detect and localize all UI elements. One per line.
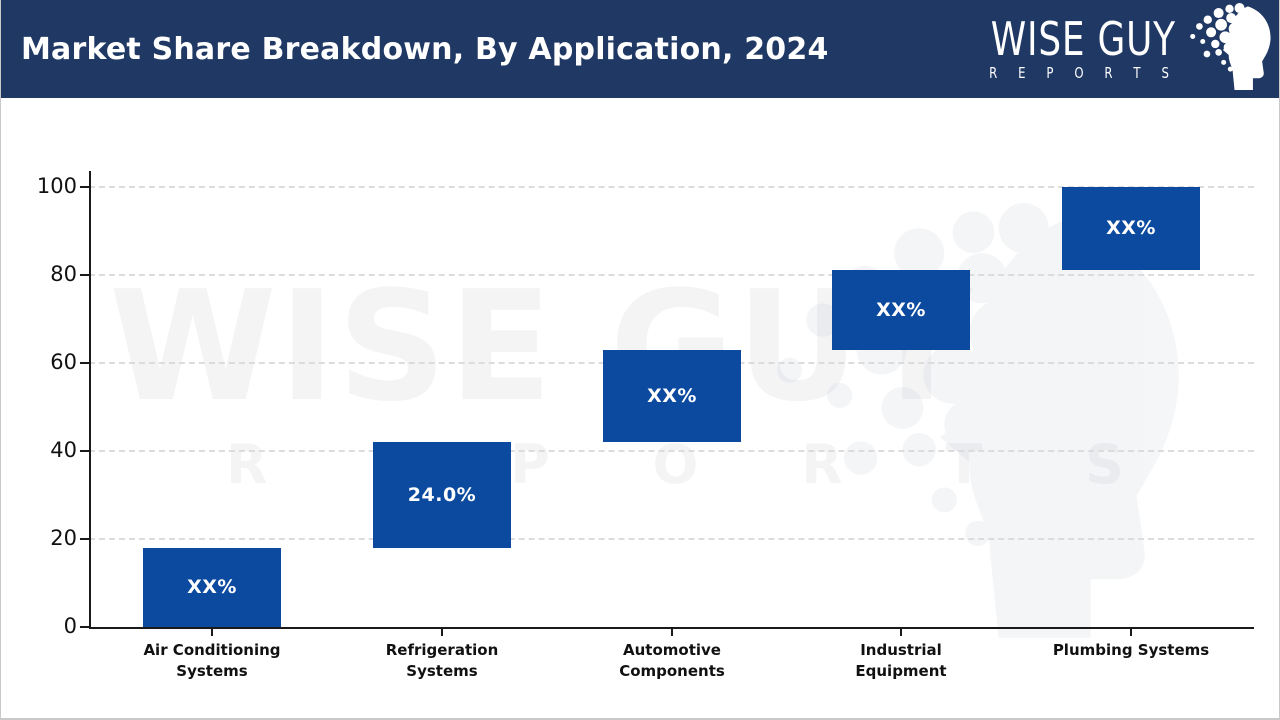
bar-value-label: XX%: [876, 298, 926, 321]
bar-segment: XX%: [143, 547, 281, 627]
x-axis-line: [89, 627, 1254, 629]
category-label-line: Industrial: [860, 641, 942, 659]
y-axis-tick-label: 80: [50, 261, 77, 286]
y-axis-tick-label: 60: [50, 349, 77, 374]
category-label: Industrial Equipment: [776, 640, 1026, 682]
y-axis-line: [89, 170, 91, 629]
category-label: Plumbing Systems: [1006, 640, 1256, 661]
header-bar: Market Share Breakdown, By Application, …: [1, 0, 1279, 98]
x-axis-tick-mark: [211, 629, 213, 636]
y-axis-tick-label: 20: [50, 525, 77, 550]
gridline-40: [89, 449, 1254, 452]
page-title: Market Share Breakdown, By Application, …: [21, 31, 829, 67]
brand-logo-text: WISE GUY R E P O R T S: [989, 16, 1177, 82]
x-axis-tick-mark: [671, 629, 673, 636]
category-label-line: Systems: [176, 662, 248, 680]
y-axis-tick-label: 40: [50, 437, 77, 462]
watermark-subtext: R E P O R T S: [226, 433, 1166, 496]
y-axis-tick-mark: [80, 449, 89, 452]
bar-value-label: XX%: [1106, 217, 1156, 240]
bar-value-label: XX%: [187, 576, 237, 599]
y-axis-tick-mark: [80, 537, 89, 540]
bar-segment: XX%: [832, 270, 970, 350]
category-label-line: Air Conditioning: [143, 641, 281, 659]
brand-name: WISE GUY: [990, 12, 1176, 66]
brand-subtitle: R E P O R T S: [988, 64, 1177, 82]
y-axis-tick-mark: [80, 185, 89, 188]
gridline-20: [89, 537, 1254, 540]
y-axis-tick-label: 100: [36, 173, 77, 198]
category-label-line: Refrigeration: [385, 641, 499, 659]
chart-area: WISE GUY R E P O R T S 020406080100XX%Ai…: [1, 98, 1279, 718]
category-label: Refrigeration Systems: [317, 640, 567, 682]
category-label-line: Equipment: [855, 662, 947, 680]
gridline-80: [89, 273, 1254, 276]
category-label-line: Automotive: [623, 641, 721, 659]
bar-segment: XX%: [603, 349, 741, 443]
y-axis-tick-label: 0: [63, 614, 77, 638]
x-axis-tick-mark: [1130, 629, 1132, 636]
category-label: Air Conditioning Systems: [87, 640, 337, 682]
bar-segment: XX%: [1062, 186, 1200, 271]
y-axis-tick-mark: [80, 273, 89, 276]
y-axis-tick-mark: [80, 361, 89, 364]
category-label-line: Plumbing Systems: [1052, 641, 1210, 659]
brand-logo: WISE GUY R E P O R T S: [936, 2, 1279, 96]
logo-face-icon: [1190, 3, 1271, 90]
bar-value-label: XX%: [647, 384, 697, 407]
y-axis-tick-mark: [80, 626, 89, 628]
category-label-line: Components: [619, 662, 725, 680]
bar-segment: 24.0%: [373, 442, 511, 548]
x-axis-tick-mark: [900, 629, 902, 636]
gridline-100: [89, 185, 1254, 188]
category-label: Automotive Components: [547, 640, 797, 682]
bar-value-label: 24.0%: [407, 483, 477, 506]
category-label-line: Systems: [406, 662, 478, 680]
x-axis-tick-mark: [441, 629, 443, 636]
